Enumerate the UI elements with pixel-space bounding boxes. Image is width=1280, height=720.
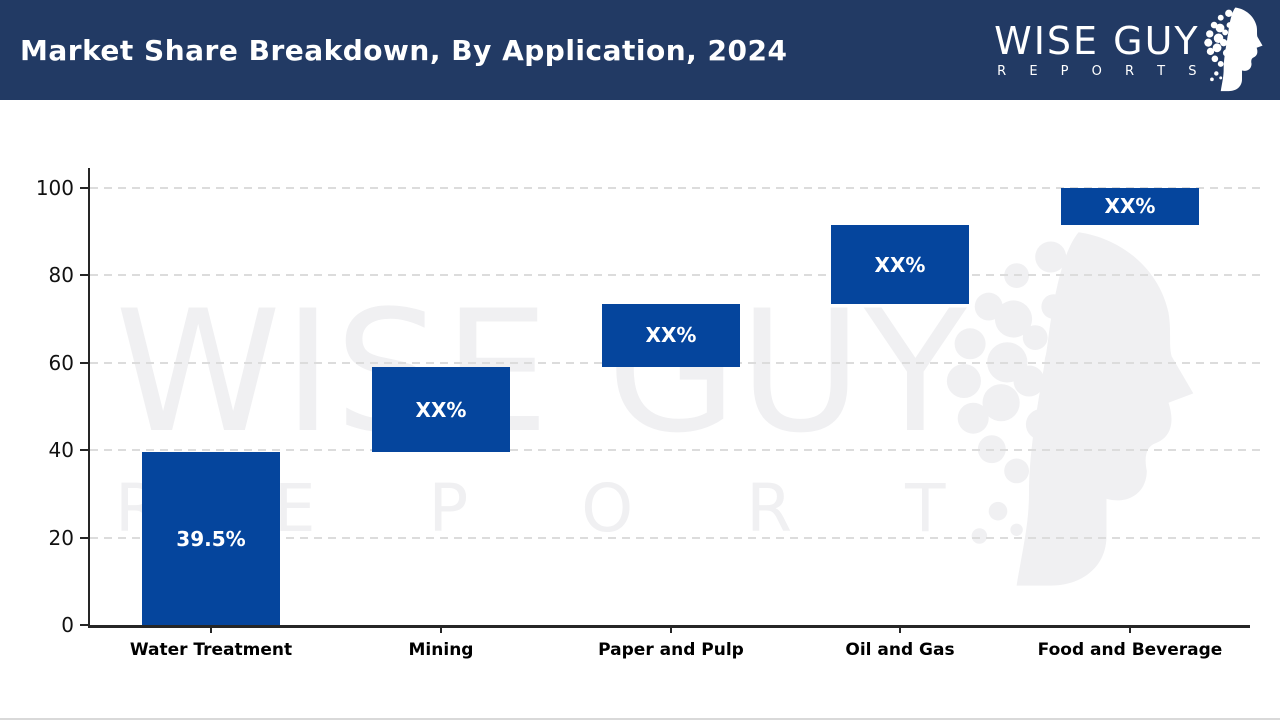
y-tick-label: 80 [48,263,74,287]
y-axis-line [88,168,90,627]
x-tick-label: Food and Beverage [1037,640,1223,660]
x-tick-mark [899,625,901,633]
logo-secondary-text: R E P O R T S [997,63,1206,79]
y-tick-label: 100 [35,175,74,200]
bar: XX% [831,225,969,304]
logo-face-icon [1204,7,1263,92]
x-tick-label: Mining [408,640,474,660]
bar-value-label: XX% [645,323,697,348]
bar-value-label: XX% [415,397,467,422]
bar-value-label: 39.5% [176,526,246,551]
x-axis-line [88,625,1250,628]
y-tick-mark [80,361,90,364]
logo-text: WISE GUY R E P O R T S [994,22,1206,79]
x-tick-mark [1129,625,1131,633]
bar: XX% [602,303,740,367]
y-tick-mark [80,536,90,539]
page-title: Market Share Breakdown, By Application, … [20,33,788,67]
gridline [90,274,1265,276]
bar-value-label: XX% [874,252,926,277]
bottom-border-line [0,718,1280,720]
x-tick-label: Oil and Gas [845,640,955,660]
x-tick-label: Water Treatment [129,640,293,660]
x-tick-mark [210,625,212,633]
x-tick-mark [440,625,442,633]
y-tick-mark [80,624,90,626]
watermark-primary-text: WISE GUY [115,274,969,470]
x-tick-label: Paper and Pulp [598,640,744,660]
x-tick-mark [670,625,672,633]
header-bar: Market Share Breakdown, By Application, … [0,0,1280,100]
wise-guy-logo: WISE GUY R E P O R T S [994,0,1268,100]
y-tick-mark [80,186,90,189]
y-tick-label: 0 [61,613,74,637]
logo-primary-text: WISE GUY [994,18,1200,63]
gridline [90,449,1265,451]
y-tick-label: 40 [48,438,74,462]
y-tick-mark [80,274,90,276]
gridline [90,536,1265,539]
y-tick-mark [80,449,90,451]
bar-value-label: XX% [1104,194,1156,219]
bar: XX% [372,366,510,453]
y-tick-label: 20 [48,525,74,550]
y-tick-label: 60 [48,350,74,375]
gridline [90,186,1265,189]
bar: XX% [1061,187,1199,226]
bar: 39.5% [142,452,280,625]
